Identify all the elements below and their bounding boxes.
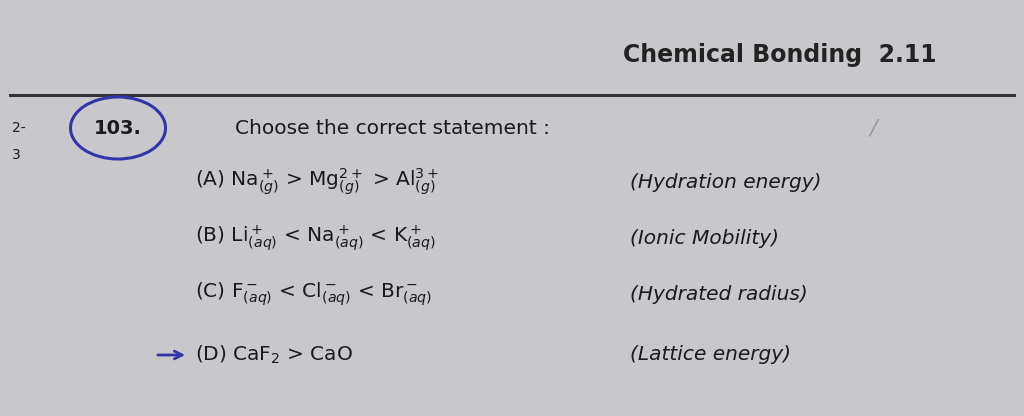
Text: (B) Li$^+_{(aq)}$ < Na$^+_{(aq)}$ < K$^+_{(aq)}$: (B) Li$^+_{(aq)}$ < Na$^+_{(aq)}$ < K$^+…	[195, 223, 436, 253]
Text: 3: 3	[12, 148, 20, 162]
Text: Chemical Bonding  2.11: Chemical Bonding 2.11	[624, 43, 937, 67]
Text: (Hydrated radius): (Hydrated radius)	[630, 285, 808, 304]
Text: (C) F$^-_{(aq)}$ < Cl$^-_{(aq)}$ < Br$^-_{(aq)}$: (C) F$^-_{(aq)}$ < Cl$^-_{(aq)}$ < Br$^-…	[195, 280, 432, 308]
Text: /: /	[870, 118, 878, 138]
Text: (Lattice energy): (Lattice energy)	[630, 346, 791, 364]
Text: 103.: 103.	[94, 119, 142, 138]
Text: (Hydration energy): (Hydration energy)	[630, 173, 821, 191]
Text: 2-: 2-	[12, 121, 26, 135]
Text: Choose the correct statement :: Choose the correct statement :	[234, 119, 550, 138]
Text: (A) Na$^+_{(g)}$ > Mg$^{2+}_{(g)}$ > Al$^{3+}_{(g)}$: (A) Na$^+_{(g)}$ > Mg$^{2+}_{(g)}$ > Al$…	[195, 167, 439, 197]
Text: (D) CaF$_2$ > CaO: (D) CaF$_2$ > CaO	[195, 344, 353, 366]
Text: (Ionic Mobility): (Ionic Mobility)	[630, 228, 779, 248]
